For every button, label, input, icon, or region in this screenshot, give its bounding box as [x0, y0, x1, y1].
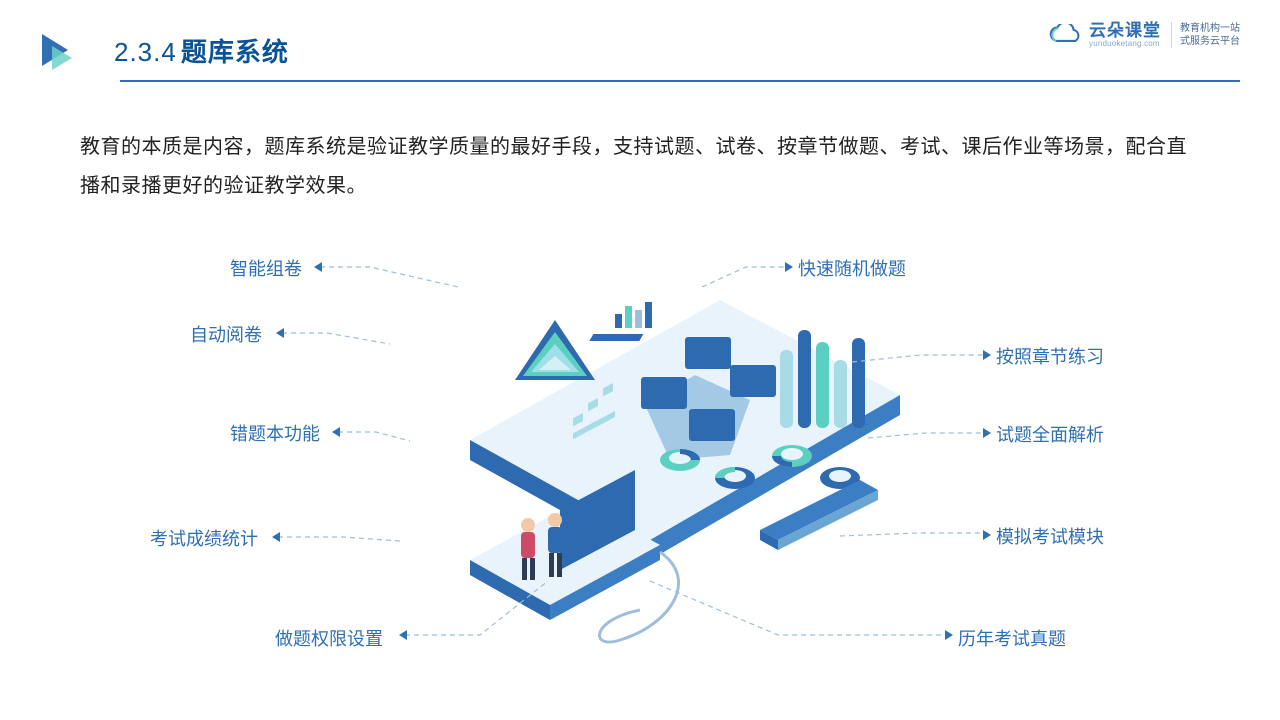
arrow-left-0 [314, 262, 322, 272]
tagline-line2: 式服务云平台 [1180, 35, 1240, 48]
section-number: 2.3.4 [114, 37, 177, 67]
feature-left-4: 做题权限设置 [275, 625, 383, 651]
feature-right-0: 快速随机做题 [798, 255, 906, 281]
feature-left-2: 错题本功能 [230, 420, 320, 446]
arrow-left-1 [276, 328, 284, 338]
arrow-left-2 [332, 427, 340, 437]
feature-right-2: 试题全面解析 [996, 421, 1104, 447]
tagline-line1: 教育机构一站 [1180, 22, 1240, 35]
arrow-left-4 [399, 630, 407, 640]
callout-left-1 [272, 331, 392, 351]
feature-left-3: 考试成绩统计 [150, 525, 258, 551]
isometric-illustration [380, 265, 920, 645]
arrow-left-3 [272, 532, 280, 542]
arrow-right-1 [983, 350, 991, 360]
feature-right-1: 按照章节练习 [996, 343, 1104, 369]
slide-description: 教育的本质是内容，题库系统是验证教学质量的最好手段，支持试题、试卷、按章节做题、… [80, 128, 1200, 206]
brand-name: 云朵课堂 [1089, 22, 1161, 40]
title-block: 2.3.4题库系统 [0, 30, 289, 70]
cloud-icon [1049, 24, 1083, 46]
feature-left-1: 自动阅卷 [190, 321, 262, 347]
arrow-right-0 [785, 262, 793, 272]
brand-text: 云朵课堂 yunduoketang.com [1089, 22, 1161, 48]
arrow-right-4 [945, 630, 953, 640]
feature-diagram: 智能组卷 自动阅卷 错题本功能 考试成绩统计 做题权限设置 快速随机做题 按照章… [120, 225, 1160, 675]
feature-right-3: 模拟考试模块 [996, 523, 1104, 549]
feature-left-0: 智能组卷 [230, 255, 302, 281]
section-title: 题库系统 [181, 37, 289, 67]
arrow-right-2 [983, 428, 991, 438]
play-bullet-icon [38, 30, 78, 70]
brand-domain: yunduoketang.com [1089, 40, 1161, 48]
feature-right-4: 历年考试真题 [958, 625, 1066, 651]
title-underline [120, 80, 1240, 82]
brand-logo: 云朵课堂 yunduoketang.com 教育机构一站 式服务云平台 [1049, 22, 1240, 48]
brand-tagline: 教育机构一站 式服务云平台 [1171, 22, 1240, 48]
arrow-right-3 [983, 530, 991, 540]
